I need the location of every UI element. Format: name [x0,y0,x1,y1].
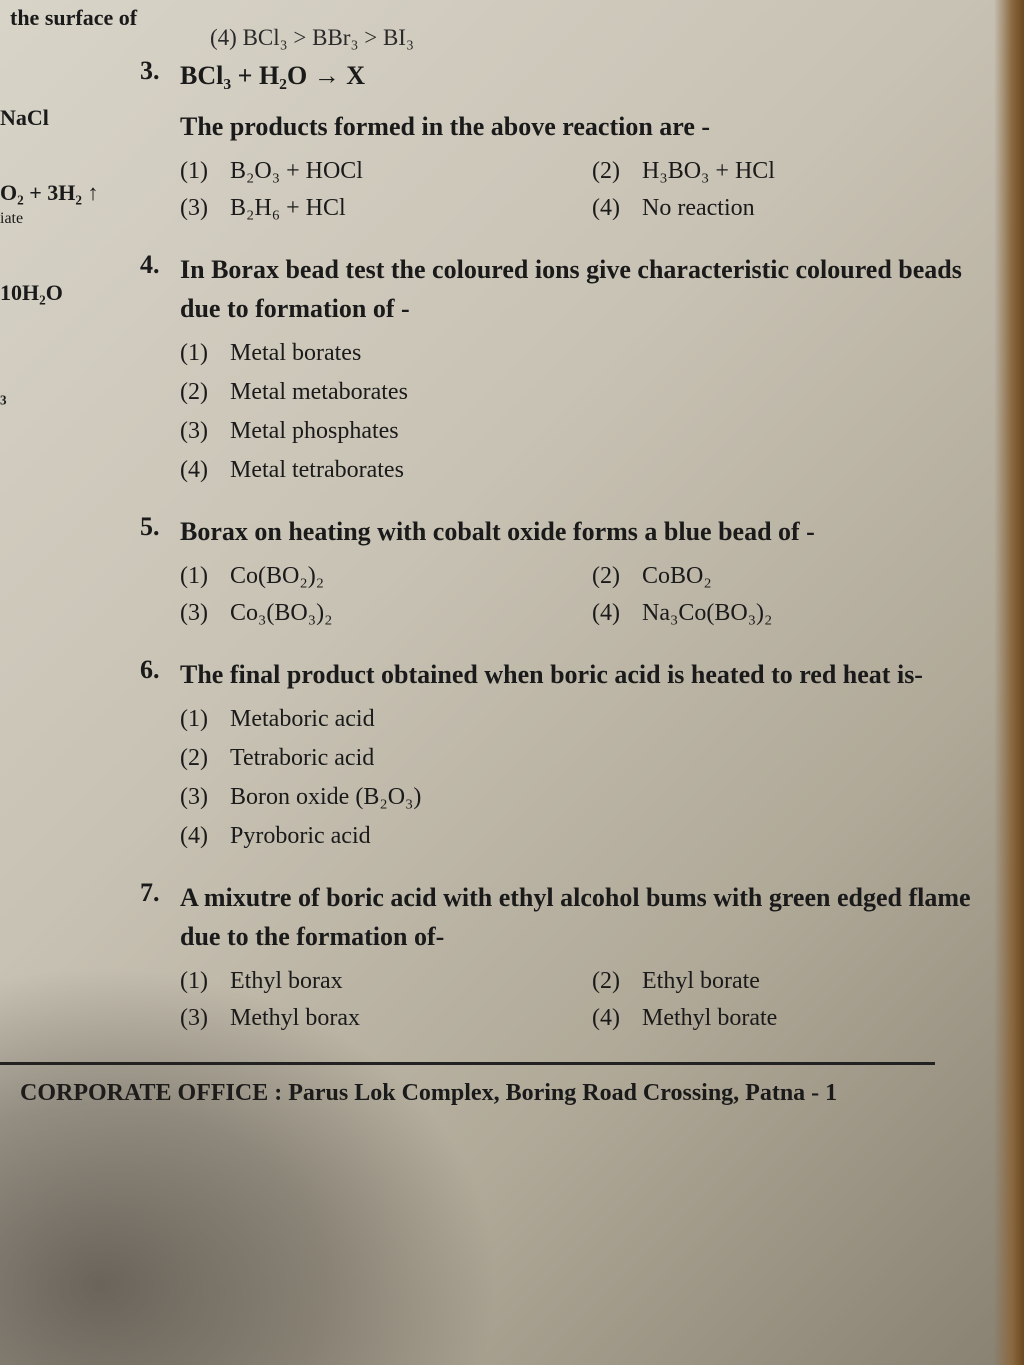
option-text: Na₃Co(BO₃)₂ [642,600,984,627]
option-num: (2) [180,745,230,772]
question-stem: The final product obtained when boric ac… [180,655,984,694]
option-1: (1)Co(BO₂)₂ [180,563,572,590]
option-2: (2)Ethyl borate [592,968,984,995]
option-2: (2)H₃BO₃ + HCl [592,158,984,185]
option-num: (1) [180,158,230,185]
option-4: (4)Na₃Co(BO₃)₂ [592,600,984,627]
fragment-iate: iate [0,210,23,228]
option-1: (1)Ethyl borax [180,968,572,995]
option-text: Co₃(BO₃)₂ [230,600,572,627]
option-3: (3)Boron oxide (B₂O₃) [180,784,984,811]
footer-label: CORPORATE OFFICE : [20,1080,282,1106]
option-num: (2) [592,563,642,590]
option-num: (1) [180,340,230,367]
option-text: Tetraboric acid [230,745,984,772]
option-num: (3) [180,600,230,627]
option-1: (1)Metaboric acid [180,706,984,733]
partial-top-right: (4) BCl₃ > BBr₃ > BI₃ [210,25,984,51]
fragment-three: ₃ [0,380,7,406]
option-text: Co(BO₂)₂ [230,563,572,590]
option-3: (3)Co₃(BO₃)₂ [180,600,572,627]
option-3: (3)Methyl borax [180,1005,572,1032]
option-text: Metal phosphates [230,418,984,445]
question-stem: A mixutre of boric acid with ethyl alcoh… [180,878,984,956]
footer: CORPORATE OFFICE : Parus Lok Complex, Bo… [0,1080,984,1107]
option-text: H₃BO₃ + HCl [642,158,984,185]
option-num: (3) [180,784,230,811]
fragment-text: the surface of [10,5,137,31]
option-text: Metal tetraborates [230,457,984,484]
option-num: (4) [592,195,642,222]
option-num: (1) [180,563,230,590]
option-text: Methyl borate [642,1005,984,1032]
option-text: B₂O₃ + HOCl [230,158,572,185]
option-2: (2)Tetraboric acid [180,745,984,772]
question-equation: BCl₃ + H₂O → X [180,56,984,95]
option-num: (1) [180,968,230,995]
fragment-nacl: NaCl [0,105,49,131]
option-num: (4) [180,457,230,484]
option-4: (4)No reaction [592,195,984,222]
option-2: (2)CoBO₂ [592,563,984,590]
question-number: 7. [130,878,180,1032]
option-text: Metaboric acid [230,706,984,733]
option-num: (3) [180,418,230,445]
option-num: (2) [592,158,642,185]
question-number: 3. [130,56,180,222]
option-4: (4)Methyl borate [592,1005,984,1032]
question-4: 4. In Borax bead test the coloured ions … [130,250,984,484]
option-text: No reaction [642,195,984,222]
option-num: (3) [180,1005,230,1032]
question-7: 7. A mixutre of boric acid with ethyl al… [130,878,984,1032]
question-5: 5. Borax on heating with cobalt oxide fo… [130,512,984,627]
fragment-h2o: 10H₂O [0,280,63,306]
option-4: (4)Pyroboric acid [180,823,984,850]
option-text: Metal metaborates [230,379,984,406]
option-text: Ethyl borax [230,968,572,995]
footer-address: Parus Lok Complex, Boring Road Crossing,… [282,1080,837,1106]
fragment-o2: O₂ + 3H₂ ↑ [0,180,98,206]
option-text: Pyroboric acid [230,823,984,850]
option-text: CoBO₂ [642,563,984,590]
option-1: (1)Metal borates [180,340,984,367]
option-1: (1)B₂O₃ + HOCl [180,158,572,185]
divider [0,1062,935,1065]
question-6: 6. The final product obtained when boric… [130,655,984,850]
question-number: 5. [130,512,180,627]
option-num: (4) [592,600,642,627]
option-text: Ethyl borate [642,968,984,995]
question-number: 6. [130,655,180,850]
question-3: 3. BCl₃ + H₂O → X The products formed in… [130,56,984,222]
option-text: Methyl borax [230,1005,572,1032]
option-3: (3)B₂H₆ + HCl [180,195,572,222]
question-number: 4. [130,250,180,484]
question-stem: The products formed in the above reactio… [180,107,984,146]
option-text: Metal borates [230,340,984,367]
option-num: (2) [180,379,230,406]
option-num: (1) [180,706,230,733]
option-3: (3)Metal phosphates [180,418,984,445]
question-stem: Borax on heating with cobalt oxide forms… [180,512,984,551]
option-num: (4) [592,1005,642,1032]
option-num: (3) [180,195,230,222]
option-num: (4) [180,823,230,850]
option-2: (2)Metal metaborates [180,379,984,406]
option-num: (2) [592,968,642,995]
question-stem: In Borax bead test the coloured ions giv… [180,250,984,328]
option-text: Boron oxide (B₂O₃) [230,784,984,811]
option-4: (4)Metal tetraborates [180,457,984,484]
option-text: B₂H₆ + HCl [230,195,572,222]
